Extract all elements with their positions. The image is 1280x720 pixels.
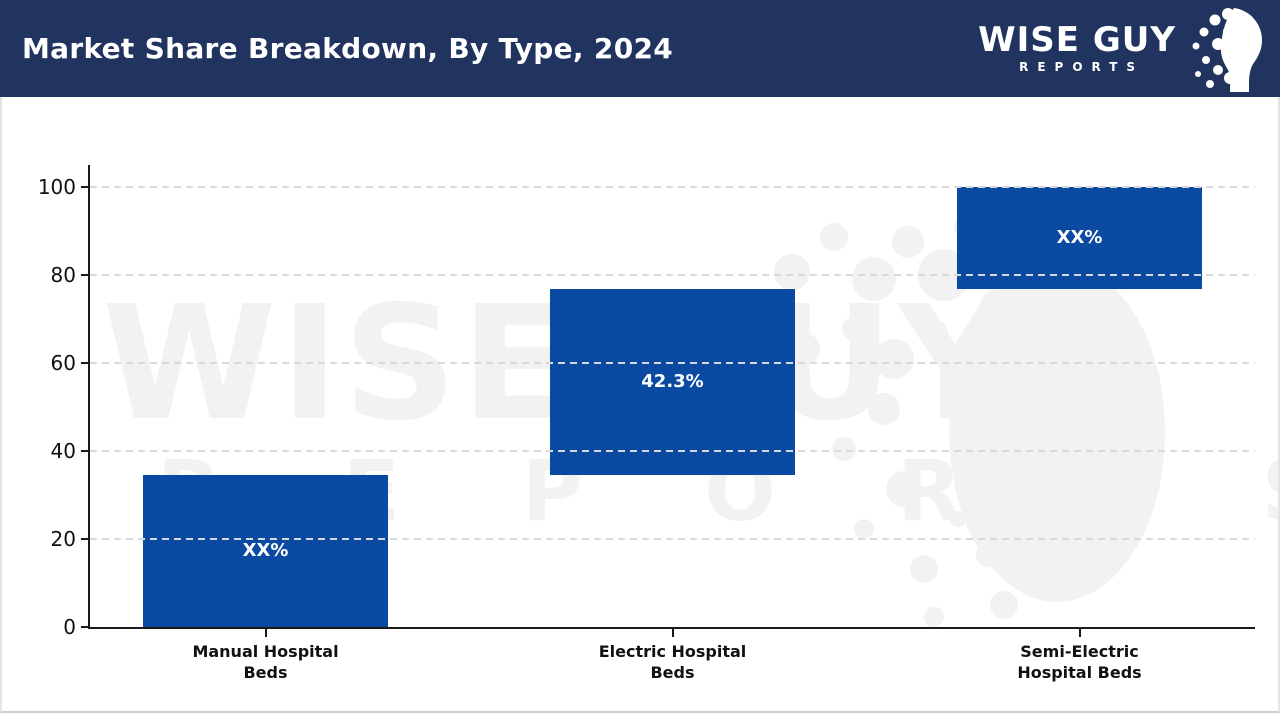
y-tick-label-60: 60 (50, 351, 76, 375)
bar-value-label-electric-hospital-beds: 42.3% (641, 371, 704, 393)
bar-semi-electric-hospital-beds: XX% (957, 187, 1202, 289)
y-tick-label-100: 100 (37, 175, 76, 199)
gridline-60 (90, 362, 1255, 364)
y-tick-label-80: 80 (50, 263, 76, 287)
brand-name: WISE GUY (978, 20, 1176, 60)
brand-subtitle: REPORTS (1019, 60, 1145, 74)
y-tick-mark-0 (81, 626, 88, 628)
brand-logo: WISE GUY REPORTS (978, 6, 1270, 92)
gridline-20 (90, 538, 1255, 540)
brand-logo-text: WISE GUY REPORTS (978, 23, 1176, 74)
x-tick-mark-electric-hospital-beds (671, 629, 674, 637)
gridline-40 (90, 450, 1255, 452)
y-tick-label-40: 40 (50, 439, 76, 463)
bar-value-label-semi-electric-hospital-beds: XX% (1056, 227, 1103, 249)
x-axis-spine (88, 627, 1255, 629)
x-tick-mark-manual-hospital-beds (264, 629, 267, 637)
gridline-100 (90, 186, 1255, 188)
y-tick-mark-80 (81, 274, 88, 276)
y-tick-label-0: 0 (63, 615, 76, 639)
y-tick-mark-60 (81, 362, 88, 364)
category-label-semi-electric-hospital-beds: Semi-Electric Hospital Beds (1017, 642, 1142, 683)
brand-head-icon (1192, 7, 1262, 92)
chart-canvas: WISE GUY R E P O R T S 0 20 40 60 (0, 97, 1280, 713)
y-tick-mark-100 (81, 186, 88, 188)
x-tick-mark-semi-electric-hospital-beds (1078, 629, 1081, 637)
chart-title: Market Share Breakdown, By Type, 2024 (22, 32, 674, 65)
bar-electric-hospital-beds: 42.3% (550, 288, 795, 475)
plot-area: 0 20 40 60 80 100 XX% Manual Hospital Beds 42.3%… (38, 165, 1255, 682)
bar-manual-hospital-beds: XX% (143, 474, 388, 627)
y-axis-spine (88, 165, 90, 629)
gridline-80 (90, 274, 1255, 276)
bar-value-label-manual-hospital-beds: XX% (242, 540, 289, 562)
y-tick-mark-20 (81, 538, 88, 540)
y-tick-label-20: 20 (50, 527, 76, 551)
header-bar: Market Share Breakdown, By Type, 2024 WI… (0, 0, 1280, 97)
category-label-manual-hospital-beds: Manual Hospital Beds (192, 642, 339, 683)
y-tick-mark-40 (81, 450, 88, 452)
watermark-dots-head (754, 203, 1165, 627)
category-label-electric-hospital-beds: Electric Hospital Beds (598, 642, 747, 683)
